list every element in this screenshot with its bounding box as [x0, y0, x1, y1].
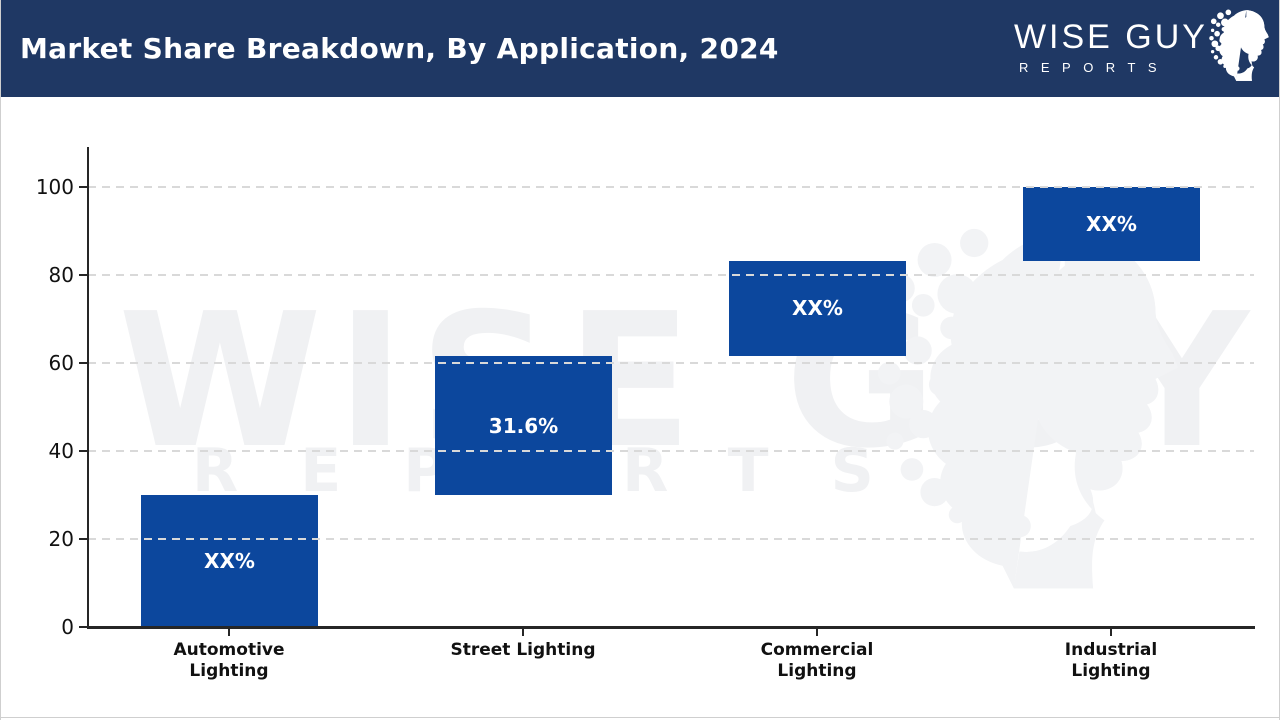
- x-category-label-line: Lighting: [189, 661, 269, 681]
- x-category-label: Commercial Lighting: [697, 640, 937, 682]
- y-axis-line: [87, 147, 89, 629]
- gridline: [88, 362, 1254, 364]
- y-tick-mark: [79, 626, 87, 628]
- y-tick-mark: [79, 362, 87, 364]
- bar-value-label: XX%: [1086, 211, 1137, 236]
- y-tick-label: 0: [61, 615, 74, 639]
- bar-value-label: 31.6%: [488, 413, 559, 438]
- x-category-label: Street Lighting: [403, 640, 643, 661]
- chart-title: Market Share Breakdown, By Application, …: [20, 32, 779, 65]
- logo-subtitle: REPORTS: [1018, 59, 1170, 75]
- y-tick-label: 100: [35, 175, 74, 199]
- gridline: [88, 450, 1254, 452]
- x-category-label-line: Lighting: [777, 661, 857, 681]
- y-tick-mark: [79, 186, 87, 188]
- x-category-label-line: Commercial: [760, 640, 874, 660]
- gridline: [88, 186, 1254, 188]
- bar: XX%: [141, 495, 318, 627]
- brand-logo: WISE GUY REPORTS: [1014, 9, 1270, 82]
- y-tick-mark: [79, 274, 87, 276]
- bar: 31.6%: [435, 356, 612, 495]
- y-tick-label: 20: [48, 527, 74, 551]
- dot-face-logo-icon: [1208, 9, 1270, 82]
- logo-text: WISE GUY REPORTS: [1014, 17, 1208, 75]
- header-bar: Market Share Breakdown, By Application, …: [0, 0, 1280, 97]
- bar: XX%: [1023, 187, 1200, 261]
- x-tick-mark: [1110, 629, 1112, 636]
- y-tick-mark: [79, 538, 87, 540]
- x-category-label: Automotive Lighting: [109, 640, 349, 682]
- bar-value-label: XX%: [792, 296, 843, 321]
- y-tick-label: 40: [48, 439, 74, 463]
- x-category-label-line: Lighting: [1071, 661, 1151, 681]
- gridline: [88, 274, 1254, 276]
- x-tick-mark: [228, 629, 230, 636]
- x-category-label-line: Industrial: [1064, 640, 1158, 660]
- y-tick-label: 60: [48, 351, 74, 375]
- logo-wordmark: WISE GUY: [1013, 17, 1208, 56]
- x-category-label: Industrial Lighting: [991, 640, 1231, 682]
- x-category-label-line: Street Lighting: [450, 640, 596, 660]
- bar: XX%: [729, 260, 906, 356]
- x-category-label-line: Automotive: [173, 640, 285, 660]
- bar-value-label: XX%: [204, 549, 255, 573]
- x-tick-mark: [816, 629, 818, 636]
- gridline: [88, 538, 1254, 540]
- x-axis-line: [87, 626, 1255, 629]
- x-tick-mark: [522, 629, 524, 636]
- bottom-border-line: [0, 717, 1280, 718]
- y-tick-mark: [79, 450, 87, 452]
- y-tick-label: 80: [48, 263, 74, 287]
